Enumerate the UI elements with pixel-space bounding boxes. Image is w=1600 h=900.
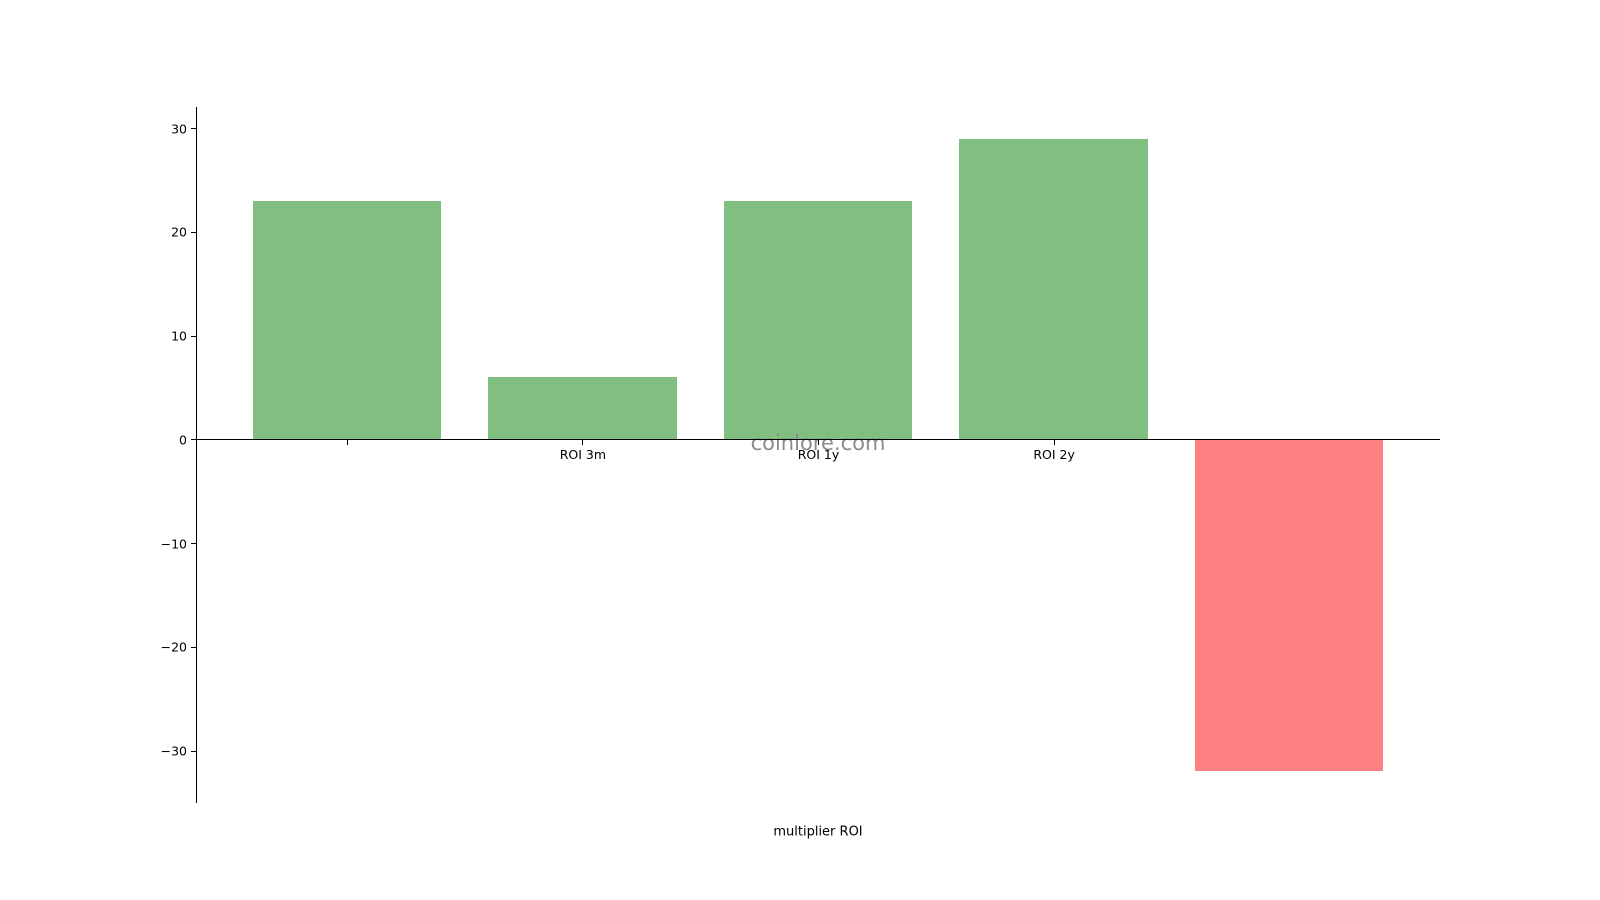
x-tick-label: ROI 1y xyxy=(797,447,840,463)
y-tick-label: 0 xyxy=(179,432,187,448)
y-tick-mark xyxy=(191,231,196,233)
bar-roi-3m xyxy=(488,377,677,440)
bar-roi-1y xyxy=(723,200,913,440)
y-tick-mark xyxy=(191,439,196,441)
x-tick-mark xyxy=(818,440,819,446)
x-tick-mark xyxy=(1053,440,1055,446)
y-tick-label: −20 xyxy=(160,639,187,655)
y-tick-label: −30 xyxy=(160,743,187,759)
y-tick-mark xyxy=(191,646,196,648)
x-tick-mark xyxy=(346,440,348,446)
x-tick-mark xyxy=(582,440,584,446)
y-tick-mark xyxy=(191,128,196,130)
y-tick-mark xyxy=(191,335,196,337)
y-tick-mark xyxy=(191,543,196,545)
x-axis-title: multiplier ROI xyxy=(773,824,863,840)
bar-series-0 xyxy=(252,200,442,440)
x-tick-label: ROI 2y xyxy=(1033,447,1075,463)
x-axis-spine xyxy=(196,439,1440,441)
y-tick-mark xyxy=(191,750,196,752)
x-tick-label: ROI 3m xyxy=(559,447,607,463)
y-tick-label: 20 xyxy=(171,224,187,240)
y-axis-spine xyxy=(196,107,197,803)
y-tick-label: 30 xyxy=(171,121,187,137)
y-tick-label: 10 xyxy=(171,328,187,344)
bar-roi-2y xyxy=(959,138,1148,440)
bar-series-4 xyxy=(1194,439,1384,772)
y-tick-label: −10 xyxy=(160,536,187,552)
